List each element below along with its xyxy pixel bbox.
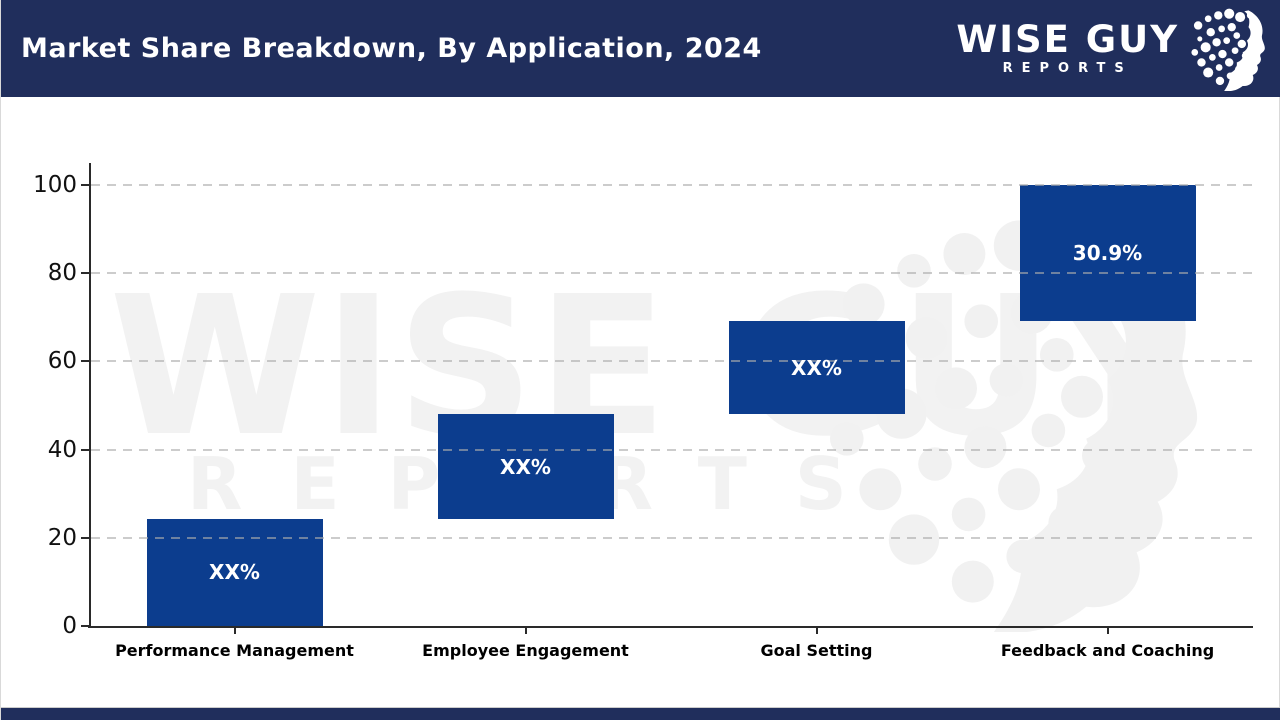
category-label: Performance Management: [115, 641, 354, 660]
y-tick-label-100: 100: [33, 172, 77, 198]
chart-title: Market Share Breakdown, By Application, …: [21, 33, 762, 64]
y-tick-label-60: 60: [47, 348, 77, 375]
y-tick-label-20: 20: [47, 524, 77, 551]
footer-bar: [1, 708, 1280, 720]
bar-goal-setting[interactable]: [728, 321, 905, 415]
x-tick-2: [815, 626, 818, 634]
y-tick-100: [81, 184, 89, 186]
x-tick-0: [233, 626, 236, 634]
gridline-20: [91, 536, 1253, 539]
gridline-40: [91, 448, 1253, 451]
x-axis-line: [88, 626, 1253, 628]
category-label: Employee Engagement: [422, 641, 629, 660]
bar-employee-engagement[interactable]: [437, 414, 614, 519]
y-tick-60: [81, 360, 89, 363]
bar-value-label: XX%: [791, 355, 842, 380]
brand-name: WISE GUY: [956, 17, 1179, 61]
brand-logo: WISE GUY REPORTS: [956, 7, 1267, 91]
bar-value-label: 30.9%: [1072, 241, 1143, 266]
y-tick-label-0: 0: [62, 613, 77, 639]
brand-subname: REPORTS: [1002, 60, 1133, 76]
header-bar: Market Share Breakdown, By Application, …: [1, 0, 1280, 97]
y-axis-line: [89, 163, 91, 628]
y-tick-label-40: 40: [47, 436, 77, 463]
gridline-80: [91, 272, 1253, 275]
y-tick-40: [81, 448, 89, 451]
y-tick-label-80: 80: [47, 260, 77, 287]
bar-feedback-and-coaching[interactable]: [1019, 185, 1196, 322]
y-tick-20: [81, 536, 89, 539]
category-label: Goal Setting: [760, 641, 873, 660]
brand-face-icon: [1183, 7, 1267, 91]
bar-performance-management[interactable]: [146, 518, 323, 626]
bar-value-label: XX%: [500, 454, 551, 479]
y-tick-80: [81, 272, 89, 275]
category-label: Feedback and Coaching: [1000, 641, 1215, 660]
x-tick-1: [524, 626, 527, 634]
footer-divider: [1, 707, 1280, 708]
bar-value-label: XX%: [209, 560, 260, 585]
gridline-100: [91, 184, 1253, 186]
gridline-60: [91, 360, 1253, 363]
y-tick-0: [81, 625, 89, 627]
x-tick-3: [1106, 626, 1109, 634]
brand-logo-text: WISE GUY REPORTS: [956, 17, 1179, 77]
